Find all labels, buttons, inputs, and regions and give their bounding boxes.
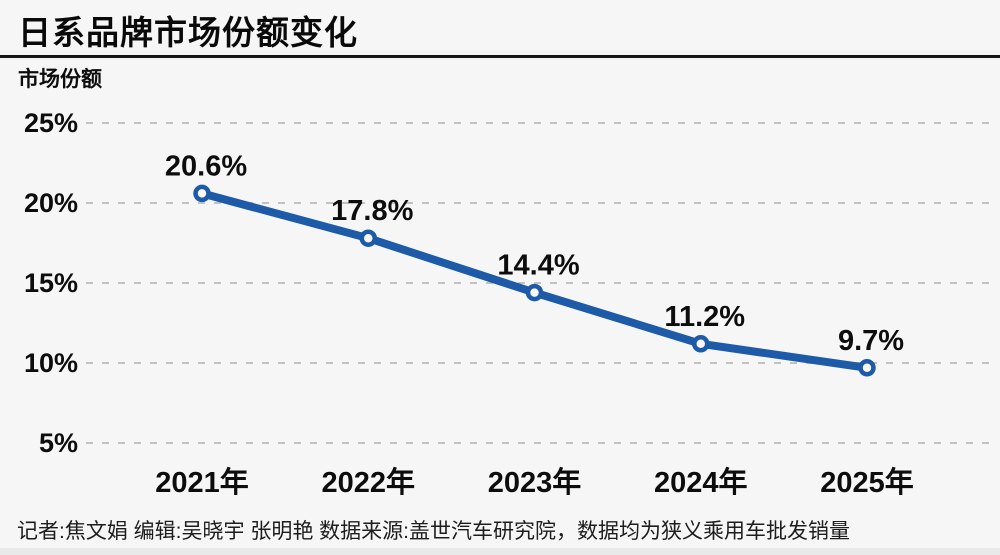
bottom-edge-strip (0, 548, 1000, 555)
data-point-marker (692, 335, 710, 353)
y-tick-label: 15% (24, 268, 78, 298)
title-divider (0, 55, 1000, 58)
y-tick-label: 20% (24, 188, 78, 218)
x-tick-label: 2025年 (820, 465, 914, 499)
x-tick-label: 2023年 (488, 465, 582, 499)
y-tick-label: 10% (24, 348, 78, 378)
data-point-label: 14.4% (497, 250, 579, 282)
data-point-marker (858, 359, 876, 377)
data-point-marker (193, 184, 211, 203)
y-tick-label: 5% (39, 428, 78, 458)
data-point-marker (359, 229, 377, 247)
credits-source-note: 记者:焦文娟 编辑:吴晓宇 张明艳 数据来源:盖世汽车研究院，数据均为狭义乘用车… (17, 520, 851, 543)
x-tick-label: 2022年 (321, 465, 415, 499)
page-title: 日系品牌市场份额变化 (18, 14, 358, 51)
data-point-label: 9.7% (838, 325, 904, 357)
x-tick-label: 2021年 (155, 465, 249, 499)
data-point-label: 17.8% (331, 195, 413, 227)
data-point-label: 20.6% (165, 150, 247, 182)
data-point-marker (525, 283, 544, 302)
data-point-label: 11.2% (664, 301, 745, 333)
y-axis-title: 市场份额 (18, 68, 102, 91)
x-tick-label: 2024年 (654, 465, 748, 499)
y-tick-label: 25% (24, 108, 78, 138)
